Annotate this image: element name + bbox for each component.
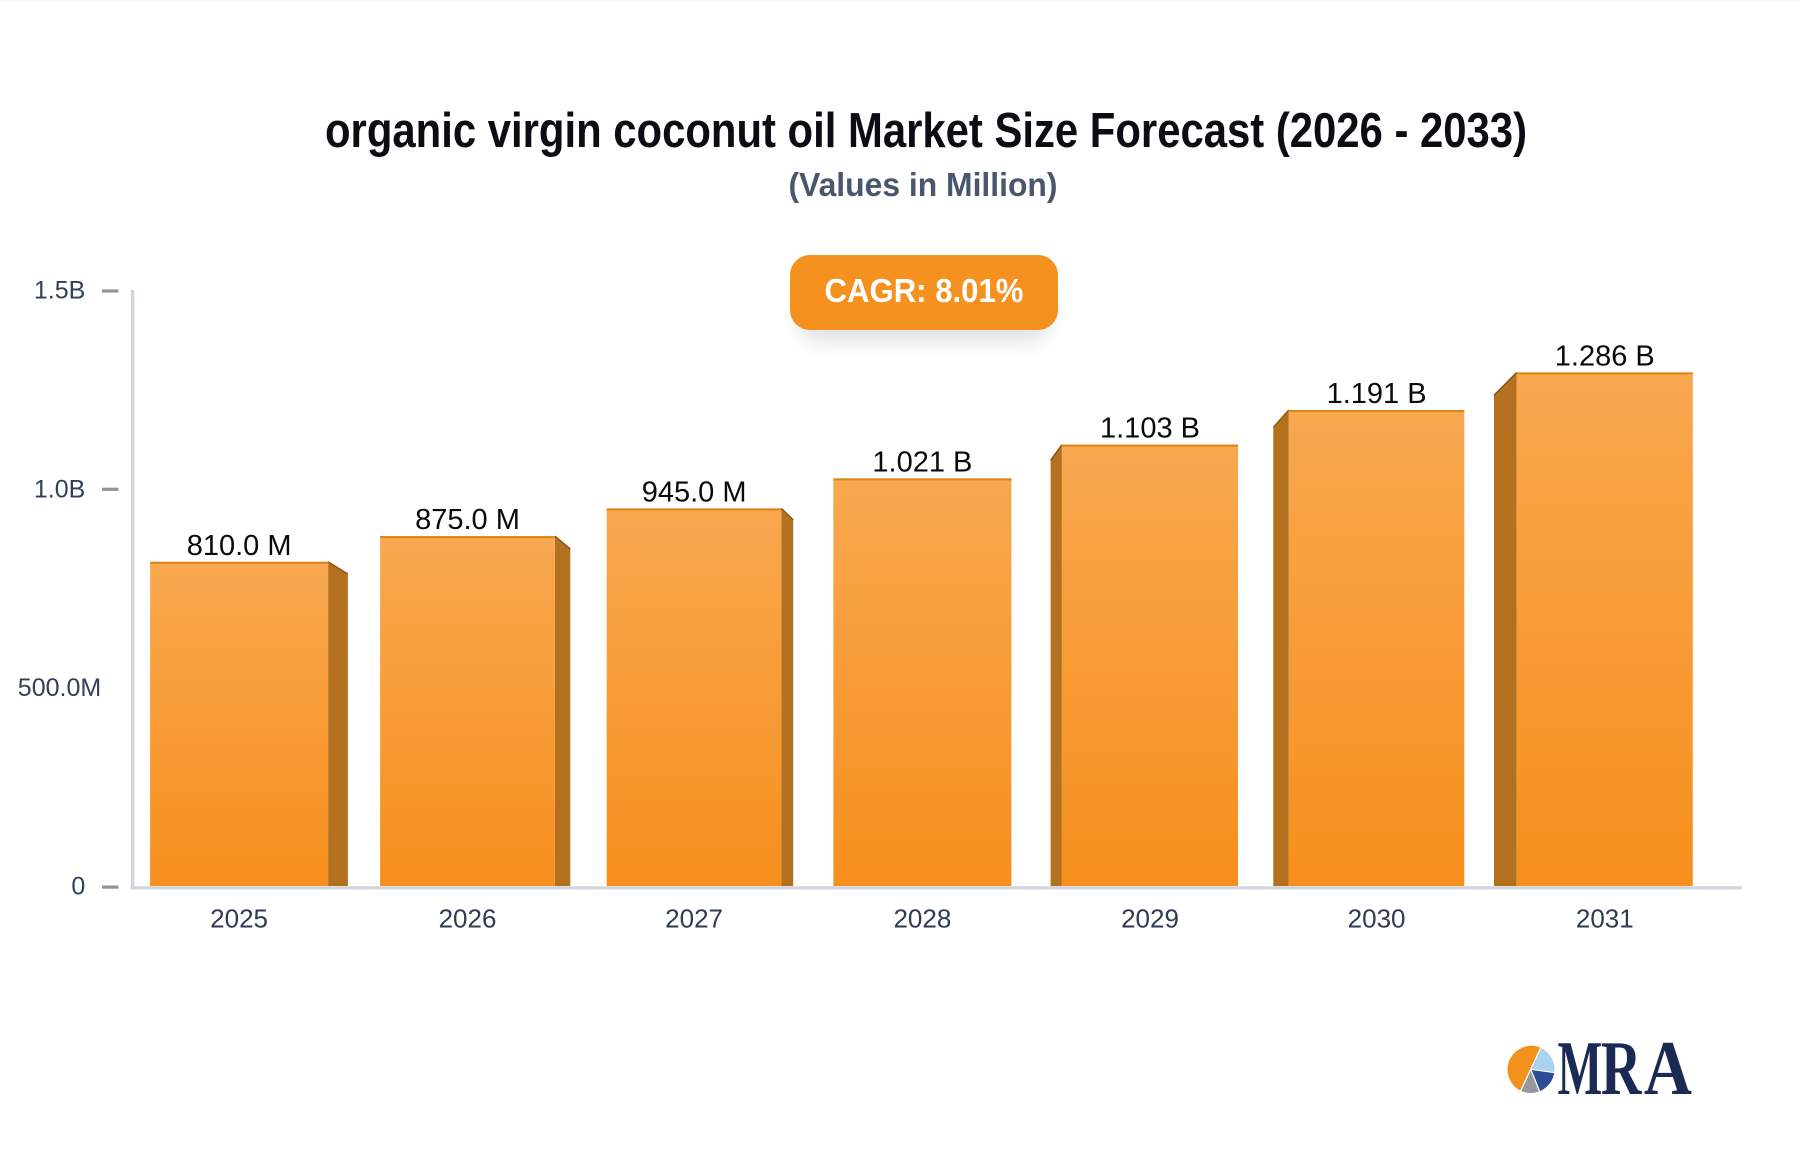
svg-text:1.021 B: 1.021 B [872, 446, 972, 478]
svg-text:1.103 B: 1.103 B [1100, 413, 1200, 445]
svg-text:CAGR: 8.01%: CAGR: 8.01% [825, 273, 1024, 310]
svg-text:2027: 2027 [665, 904, 723, 934]
svg-text:(Values in Million): (Values in Million) [789, 166, 1058, 203]
svg-text:organic virgin coconut oil Mar: organic virgin coconut oil Market Size F… [325, 104, 1527, 158]
svg-text:2030: 2030 [1348, 904, 1406, 934]
svg-text:2025: 2025 [210, 904, 268, 934]
svg-text:2026: 2026 [439, 904, 497, 934]
svg-text:2031: 2031 [1576, 904, 1634, 934]
svg-text:M: M [1558, 1025, 1603, 1111]
svg-text:2029: 2029 [1121, 904, 1179, 934]
svg-text:1.191 B: 1.191 B [1327, 378, 1427, 410]
svg-text:0: 0 [71, 873, 85, 901]
svg-text:A: A [1644, 1025, 1692, 1111]
svg-text:R: R [1601, 1025, 1643, 1111]
svg-text:875.0 M: 875.0 M [415, 504, 520, 536]
svg-text:500.0M: 500.0M [18, 674, 101, 702]
svg-text:1.5B: 1.5B [34, 277, 85, 305]
svg-text:810.0 M: 810.0 M [187, 530, 292, 562]
svg-text:1.286 B: 1.286 B [1555, 340, 1655, 372]
svg-text:2028: 2028 [893, 904, 951, 934]
svg-text:1.0B: 1.0B [34, 476, 85, 504]
svg-text:945.0 M: 945.0 M [642, 476, 747, 508]
